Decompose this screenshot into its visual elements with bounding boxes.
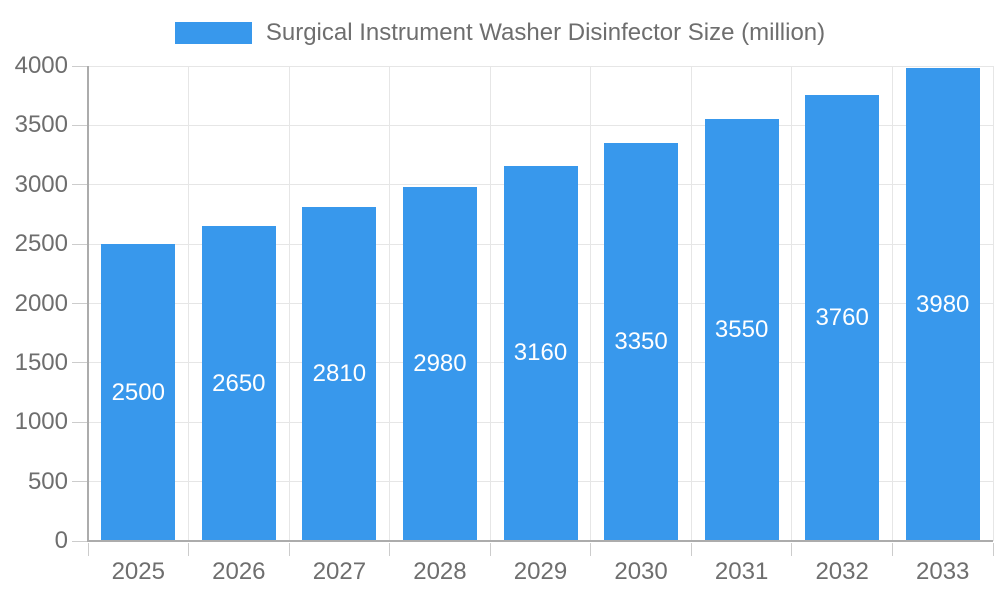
x-axis-tick bbox=[690, 543, 692, 556]
x-gridline bbox=[288, 66, 290, 541]
x-gridline bbox=[891, 66, 893, 541]
legend-swatch-icon bbox=[174, 22, 252, 44]
bar-value-label: 3980 bbox=[916, 290, 970, 318]
bar[interactable]: 3980 bbox=[905, 68, 980, 541]
x-axis-tick bbox=[992, 543, 994, 556]
legend-label: Surgical Instrument Washer Disinfector S… bbox=[265, 19, 826, 46]
bar-value-label: 2650 bbox=[212, 369, 266, 397]
y-axis-tick bbox=[72, 362, 88, 364]
y-axis-tick bbox=[72, 421, 88, 423]
y-axis-label: 2500 bbox=[14, 230, 68, 258]
x-axis-tick bbox=[791, 543, 793, 556]
y-gridline bbox=[88, 124, 993, 126]
x-axis-label: 2030 bbox=[614, 558, 668, 585]
bar-value-label: 2500 bbox=[111, 378, 165, 406]
x-axis-tick bbox=[288, 543, 290, 556]
y-axis-label: 2000 bbox=[14, 289, 68, 317]
bar[interactable]: 3350 bbox=[604, 143, 679, 541]
plot-area: 2500 2650 2810 2980 3160 3350 3550 3760 3980 bbox=[88, 65, 994, 541]
y-axis-tick bbox=[72, 540, 88, 542]
x-gridline bbox=[992, 66, 994, 541]
bar[interactable]: 3760 bbox=[805, 94, 880, 541]
x-gridline bbox=[188, 66, 190, 541]
y-axis-line bbox=[87, 66, 89, 542]
bar[interactable]: 3550 bbox=[704, 119, 779, 541]
y-axis-tick bbox=[72, 243, 88, 245]
bar-value-label: 3350 bbox=[614, 328, 668, 356]
bar-value-label: 2810 bbox=[312, 360, 367, 388]
y-axis-tick bbox=[72, 303, 88, 304]
x-axis-label: 2026 bbox=[212, 558, 266, 585]
x-axis-label: 2025 bbox=[111, 558, 165, 585]
y-axis-tick bbox=[72, 184, 88, 186]
x-gridline bbox=[791, 66, 793, 541]
x-gridline bbox=[690, 66, 692, 541]
y-axis-tick bbox=[72, 481, 88, 483]
bar[interactable]: 2500 bbox=[101, 244, 176, 541]
x-axis-label: 2028 bbox=[413, 558, 467, 585]
y-axis-label: 4000 bbox=[14, 52, 68, 79]
bar-value-label: 3160 bbox=[513, 339, 568, 367]
x-axis-tick bbox=[489, 543, 491, 556]
x-axis-tick bbox=[590, 543, 592, 556]
x-axis-tick bbox=[389, 543, 391, 556]
x-axis-tick bbox=[87, 543, 89, 556]
x-gridline bbox=[590, 66, 592, 541]
x-axis-label: 2029 bbox=[513, 558, 568, 585]
x-axis-label: 2033 bbox=[916, 558, 970, 585]
y-axis-label: 1500 bbox=[14, 348, 68, 376]
y-gridline bbox=[88, 65, 993, 67]
bar-value-label: 3760 bbox=[815, 303, 869, 331]
x-axis-tick bbox=[188, 543, 190, 556]
y-axis-label: 500 bbox=[27, 467, 68, 495]
x-axis-label: 2027 bbox=[312, 558, 367, 585]
x-axis-tick bbox=[891, 543, 893, 556]
bar-value-label: 3550 bbox=[714, 316, 769, 344]
x-axis-line bbox=[87, 540, 993, 542]
bar[interactable]: 2810 bbox=[302, 207, 377, 541]
bar-value-label: 2980 bbox=[413, 350, 467, 378]
legend[interactable]: Surgical Instrument Washer Disinfector S… bbox=[0, 20, 1000, 46]
x-gridline bbox=[389, 66, 391, 541]
bar[interactable]: 3160 bbox=[503, 165, 578, 541]
y-axis-label: 3500 bbox=[14, 111, 68, 139]
y-axis-label: 0 bbox=[54, 527, 68, 554]
x-axis-label: 2031 bbox=[714, 558, 769, 585]
y-axis-label: 3000 bbox=[14, 170, 68, 198]
bar[interactable]: 2650 bbox=[201, 226, 276, 541]
y-axis-label: 1000 bbox=[14, 408, 68, 436]
bar[interactable]: 2980 bbox=[402, 187, 477, 541]
x-gridline bbox=[489, 66, 491, 541]
y-axis-tick bbox=[72, 124, 88, 126]
x-axis-label: 2032 bbox=[815, 558, 869, 585]
y-axis-tick bbox=[72, 65, 88, 67]
